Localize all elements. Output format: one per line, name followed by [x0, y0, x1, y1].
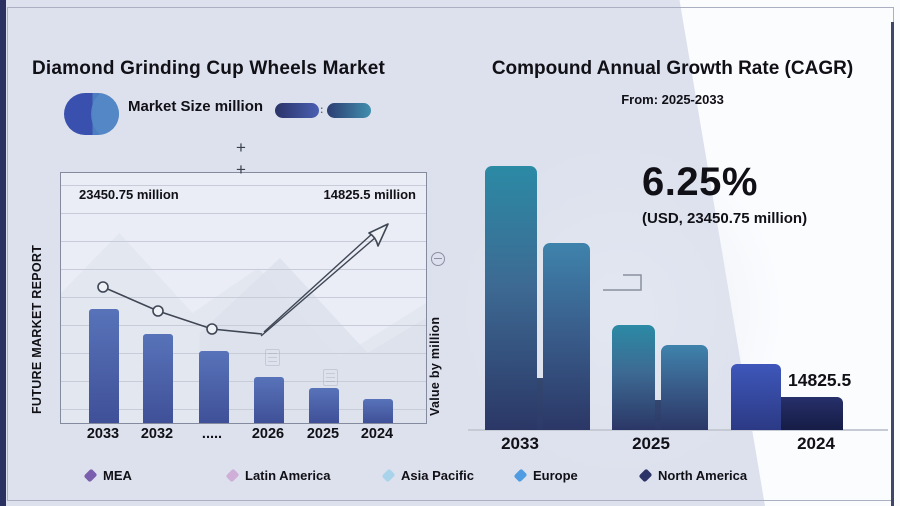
- cagr-bar-2024-a: [731, 364, 781, 430]
- legend-item-north-america: North America: [638, 468, 748, 483]
- x-tick-2025: 2025: [306, 426, 340, 442]
- clipboard-watermark-icon: [265, 349, 280, 366]
- value-label-14825: 14825.5: [788, 370, 852, 390]
- right-edge-bar: [891, 22, 894, 506]
- plus-icon: +: [236, 138, 246, 157]
- north-america-diamond-icon: [638, 468, 653, 483]
- legend-label: North America: [658, 468, 748, 483]
- cagr-bar-joiner: [537, 378, 543, 430]
- legend-item-europe: Europe: [513, 468, 578, 483]
- bar-2025: [309, 388, 339, 423]
- right-panel-subtitle: From: 2025-2033: [621, 92, 724, 107]
- clipboard-watermark-icon: [323, 369, 338, 386]
- legend-label: MEA: [103, 468, 132, 483]
- x-tick-dots: .....: [201, 426, 223, 442]
- market-size-label: Market Size million: [128, 98, 264, 115]
- chart-gridlines: [61, 173, 426, 423]
- bar-2026: [254, 377, 284, 423]
- latin-america-diamond-icon: [225, 468, 240, 483]
- legend-item-mea: MEA: [83, 468, 132, 483]
- cagr-bar-2033-b: [543, 243, 590, 430]
- x-tick-2032: 2032: [140, 426, 174, 442]
- max-value-label: 23450.75 million: [79, 187, 179, 202]
- cagr-bar-2024-b: [781, 397, 843, 430]
- trend-line-and-arrow: [97, 223, 389, 337]
- cagr-note: (USD, 23450.75 million): [642, 210, 808, 227]
- start-value-label: 14825.5 million: [323, 187, 417, 202]
- cylinder-market-icon: [64, 93, 119, 135]
- asia-pacific-diamond-icon: [381, 468, 396, 483]
- region-legend: MEA Latin America Asia Pacific Europe No…: [0, 468, 900, 492]
- circle-minus-icon: [431, 252, 445, 266]
- cagr-bar-2025-b: [661, 345, 708, 430]
- legend-label: Latin America: [245, 468, 331, 483]
- bar-2033: [89, 309, 119, 423]
- market-size-chart: 23450.75 million 14825.5 million: [60, 172, 427, 424]
- ratio-pill-teal-icon: [327, 103, 371, 118]
- ratio-pill-dark-icon: [275, 103, 319, 118]
- x-tick-2024: 2024: [360, 426, 394, 442]
- x-tick-2033: 2033: [501, 434, 539, 453]
- cagr-bar-2025-a: [612, 325, 655, 430]
- bar-2024: [363, 399, 393, 423]
- mea-diamond-icon: [83, 468, 98, 483]
- step-bracket-icon: [603, 274, 642, 291]
- cagr-value: 6.25%: [642, 160, 758, 204]
- legend-label: Asia Pacific: [401, 468, 474, 483]
- legend-item-asia-pacific: Asia Pacific: [381, 468, 474, 483]
- right-chart-baseline: [468, 429, 888, 431]
- left-panel-title: Diamond Grinding Cup Wheels Market: [32, 58, 386, 79]
- x-tick-2025: 2025: [632, 434, 670, 453]
- left-axis-label: FUTURE MARKET REPORT: [30, 244, 44, 414]
- cagr-bar-joiner: [655, 400, 661, 430]
- legend-item-latin-america: Latin America: [225, 468, 331, 483]
- x-tick-2033: 2033: [86, 426, 120, 442]
- europe-diamond-icon: [513, 468, 528, 483]
- plus-icon: +: [236, 160, 246, 179]
- right-panel-title: Compound Annual Growth Rate (CAGR): [491, 58, 854, 79]
- value-axis-label: Value by million: [428, 316, 442, 416]
- left-edge-bar: [0, 0, 6, 506]
- bar-2032: [143, 334, 173, 423]
- x-tick-2026: 2026: [251, 426, 285, 442]
- cagr-bar-2033-a: [485, 166, 537, 430]
- bar-mid: [199, 351, 229, 423]
- x-tick-2024: 2024: [797, 434, 835, 453]
- ratio-separator: :: [320, 105, 324, 116]
- legend-label: Europe: [533, 468, 578, 483]
